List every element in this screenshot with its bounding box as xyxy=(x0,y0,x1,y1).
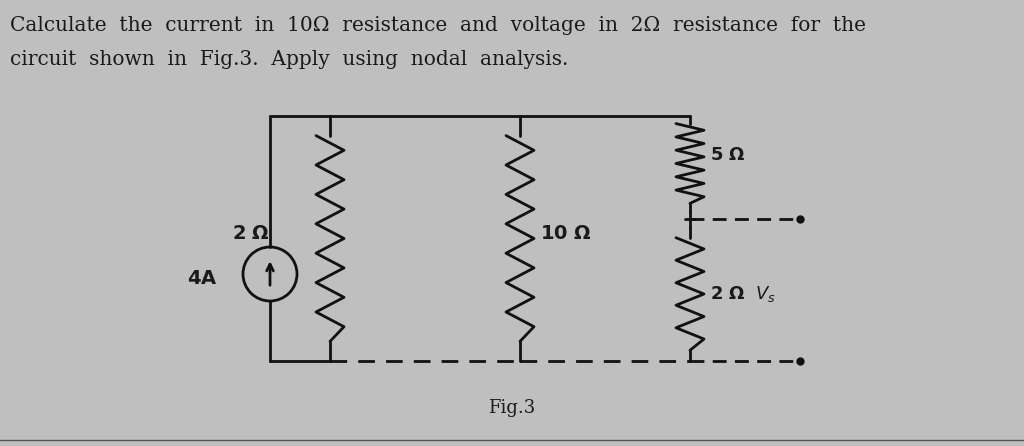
Text: $\bf{4A}$: $\bf{4A}$ xyxy=(187,269,218,289)
Text: $\bf{2\ \Omega}$  $V_s$: $\bf{2\ \Omega}$ $V_s$ xyxy=(710,284,776,304)
Text: $\bf{5\ \Omega}$: $\bf{5\ \Omega}$ xyxy=(710,146,745,165)
Text: Fig.3: Fig.3 xyxy=(488,399,536,417)
Text: Calculate  the  current  in  10Ω  resistance  and  voltage  in  2Ω  resistance  : Calculate the current in 10Ω resistance … xyxy=(10,16,866,35)
Text: circuit  shown  in  Fig.3.  Apply  using  nodal  analysis.: circuit shown in Fig.3. Apply using noda… xyxy=(10,50,568,69)
Text: $\bf{10\ \Omega}$: $\bf{10\ \Omega}$ xyxy=(540,224,592,243)
Text: $\bf{2\ \Omega}$: $\bf{2\ \Omega}$ xyxy=(232,224,270,243)
